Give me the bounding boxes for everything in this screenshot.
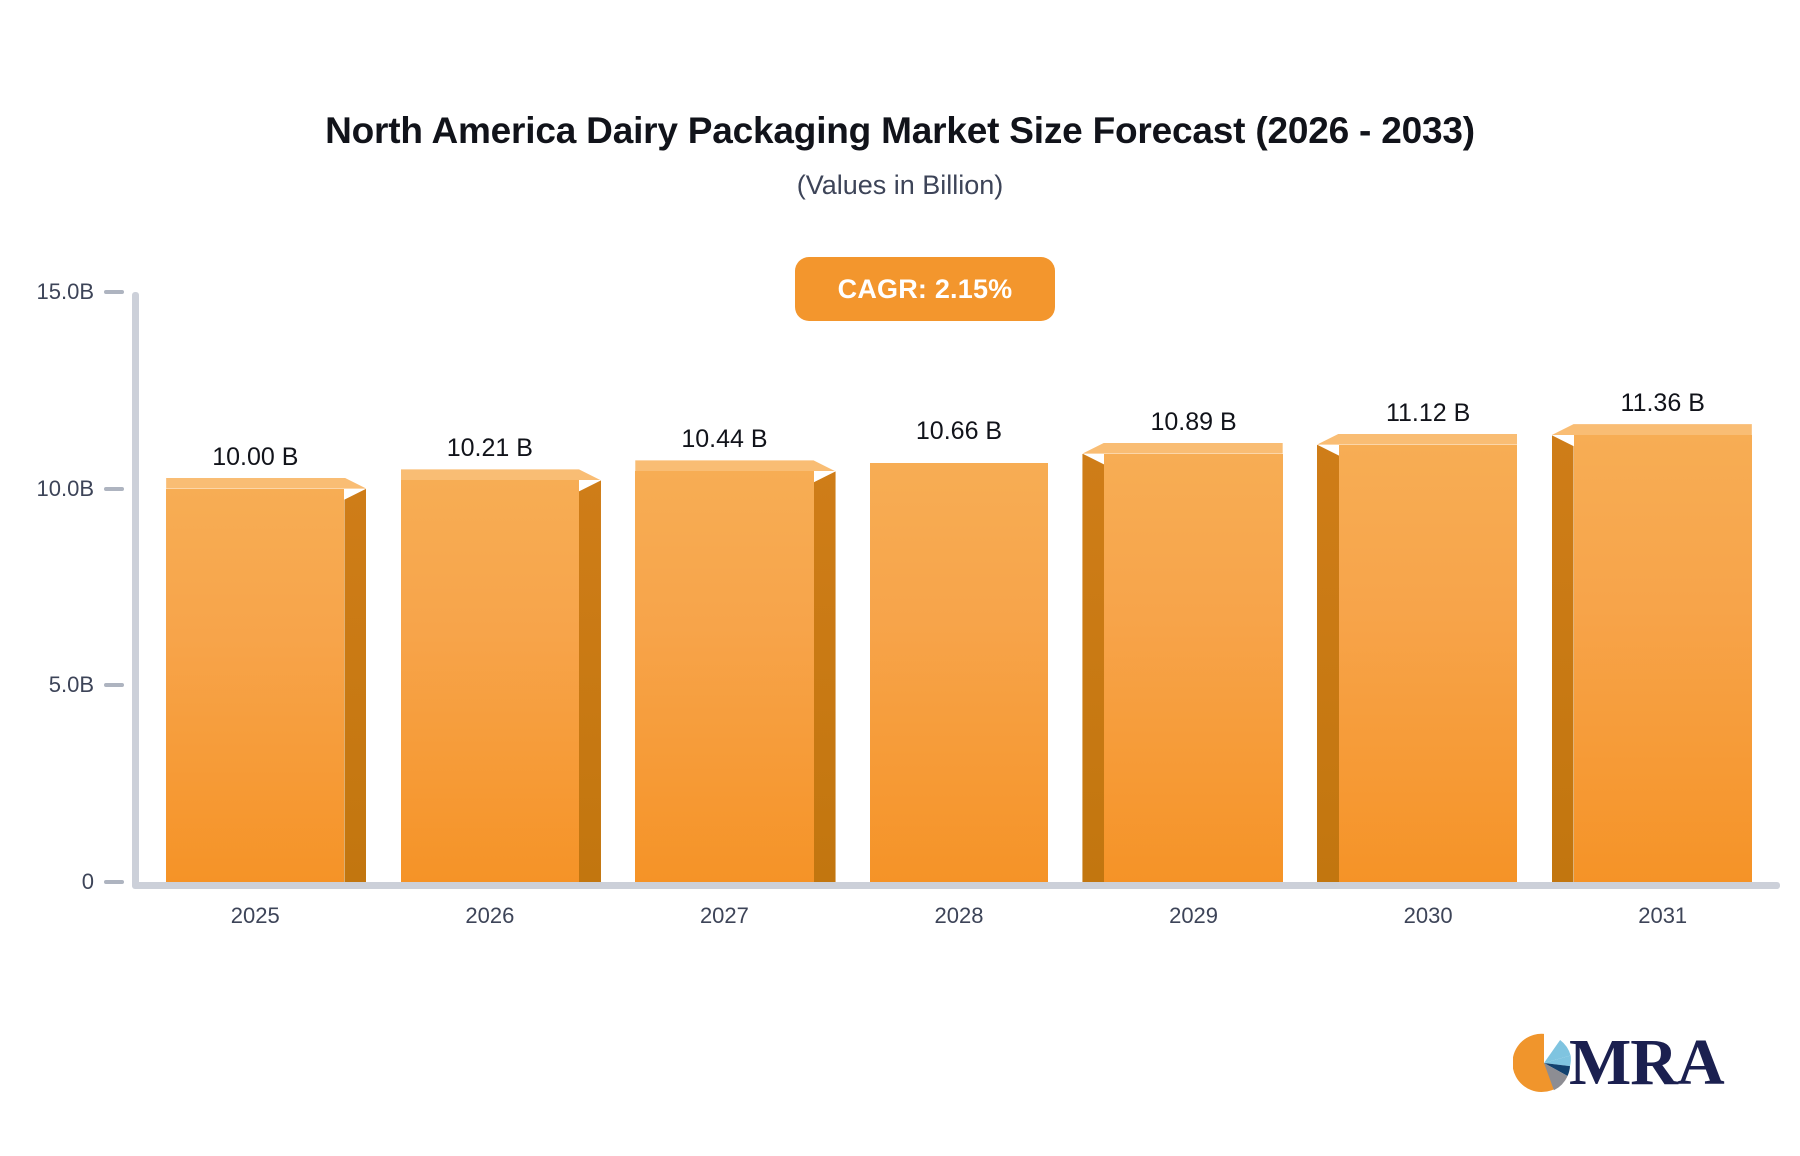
cagr-badge: CAGR: 2.15% xyxy=(795,257,1055,321)
y-tick-label: 5.0B xyxy=(48,672,94,698)
bar-value-label: 11.36 B xyxy=(1620,389,1705,418)
bar-side-face xyxy=(578,480,601,882)
bar-value-label: 11.12 B xyxy=(1385,398,1471,427)
bar-front-face xyxy=(1573,435,1752,882)
bar-front-face xyxy=(166,488,345,882)
y-axis-line xyxy=(132,292,139,888)
bar-side-face xyxy=(1082,453,1105,882)
bar-side-face xyxy=(1317,444,1339,882)
bar-front-face xyxy=(1339,444,1518,882)
bar-value-label: 10.89 B xyxy=(1150,407,1237,436)
x-tick-label: 2030 xyxy=(1403,903,1453,928)
page-subtitle: (Values in Billion) xyxy=(796,170,1004,200)
bar-top-face xyxy=(166,478,366,489)
x-tick-label: 2026 xyxy=(465,903,515,928)
bar-side-face xyxy=(344,488,367,882)
y-tick-mark xyxy=(104,290,124,294)
bar-value-label: 10.44 B xyxy=(681,425,768,454)
y-tick-mark xyxy=(104,486,124,491)
pie-chart-mark-icon xyxy=(1513,1033,1574,1093)
bar-top-face xyxy=(401,469,601,480)
bar[interactable] xyxy=(1317,433,1518,882)
bar-top-face xyxy=(1551,424,1752,436)
bar[interactable] xyxy=(635,471,836,882)
mra-logo: MRA xyxy=(1513,1026,1725,1099)
bar[interactable] xyxy=(400,480,601,882)
x-tick-label: 2031 xyxy=(1638,903,1688,928)
y-tick-label: 0 xyxy=(81,869,94,894)
x-tick-label: 2025 xyxy=(230,903,280,928)
y-tick-label: 15.0B xyxy=(36,279,95,304)
y-tick-mark xyxy=(104,880,124,884)
bar[interactable] xyxy=(1551,424,1752,882)
bar-top-face xyxy=(635,460,835,471)
bar[interactable] xyxy=(869,462,1049,882)
bar-front-face xyxy=(635,471,814,882)
bar-top-face xyxy=(1317,433,1518,445)
bar[interactable] xyxy=(166,488,367,882)
page-title: North America Dairy Packaging Market Siz… xyxy=(325,110,1475,151)
bar-front-face xyxy=(869,462,1049,882)
bar-value-label: 10.66 B xyxy=(915,416,1003,445)
bar[interactable] xyxy=(1082,442,1283,882)
bar-front-face xyxy=(1104,453,1283,882)
logo-text: MRA xyxy=(1569,1026,1725,1099)
bar-front-face xyxy=(400,480,579,882)
y-tick-label: 10.0B xyxy=(36,475,95,501)
bar-value-label: 10.21 B xyxy=(446,434,533,463)
bar-side-face xyxy=(813,471,836,882)
x-axis-line xyxy=(132,882,1780,889)
x-tick-label: 2029 xyxy=(1169,903,1219,928)
x-tick-label: 2027 xyxy=(699,903,749,928)
bar-top-face xyxy=(1082,442,1283,454)
bar-side-face xyxy=(1551,435,1574,882)
bar-value-label: 10.00 B xyxy=(212,442,299,471)
y-tick-mark xyxy=(104,683,124,688)
x-tick-label: 2028 xyxy=(934,903,984,928)
